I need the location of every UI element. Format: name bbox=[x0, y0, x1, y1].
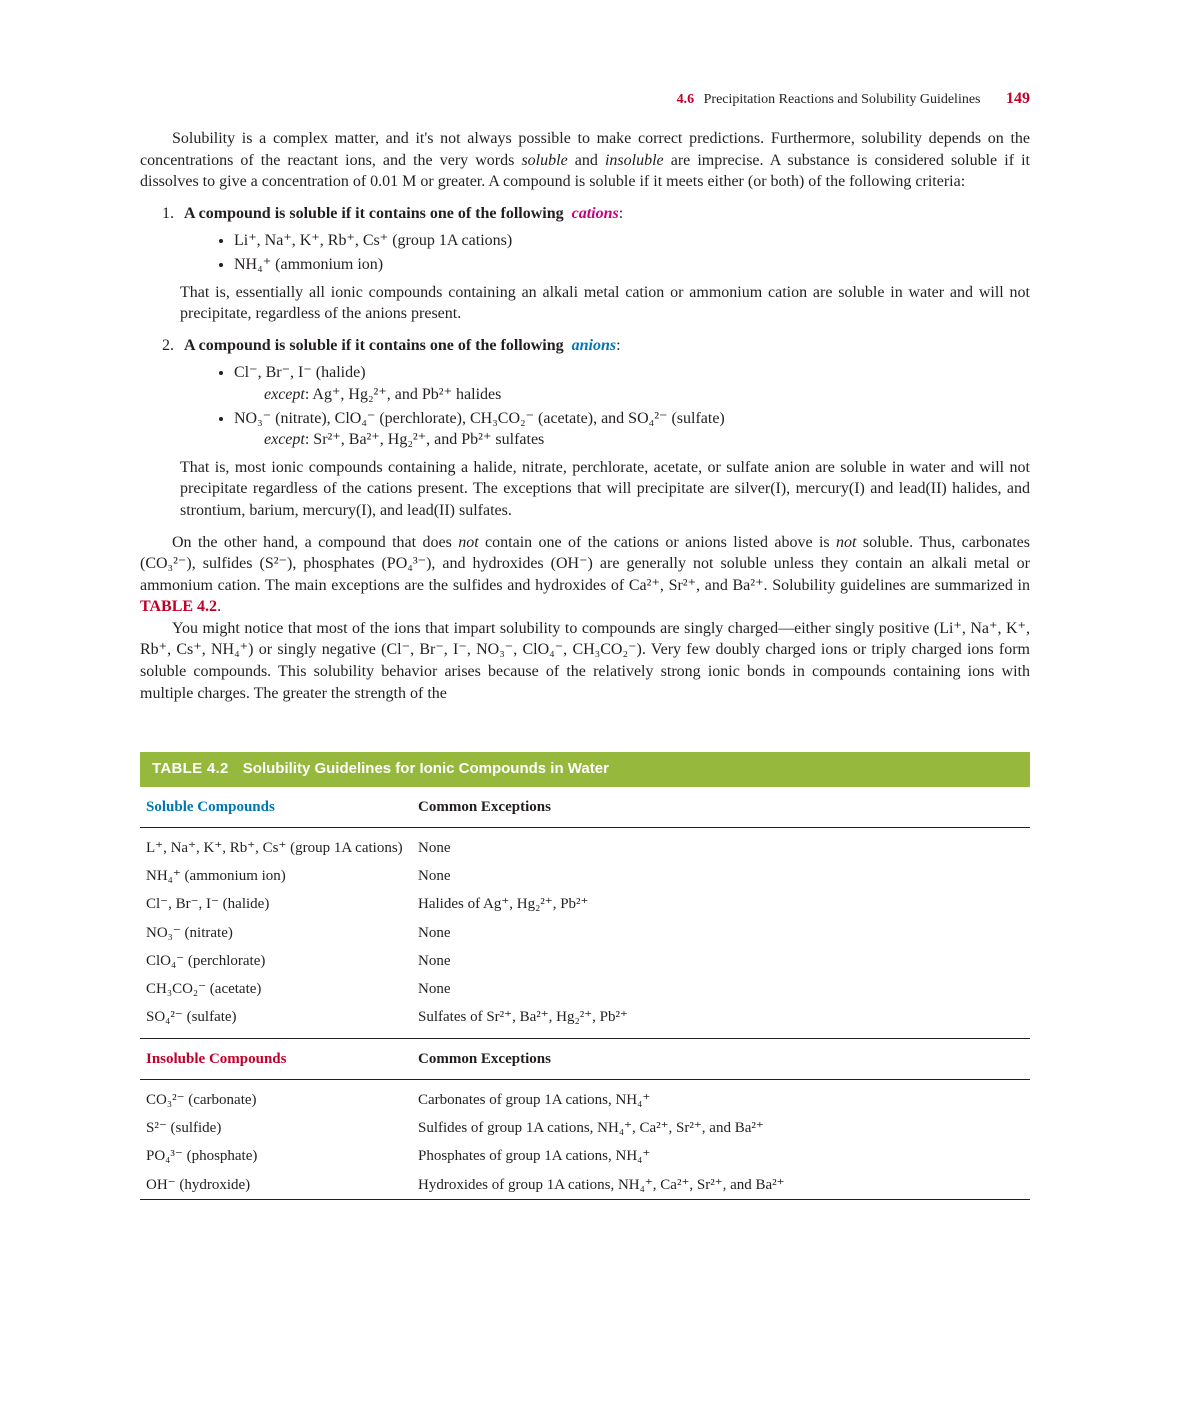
cell: Sulfates of Sr²⁺, Ba²⁺, Hg₂²⁺, Pb²⁺ bbox=[418, 1003, 1030, 1038]
cell: ClO₄⁻ (perchlorate) bbox=[140, 947, 418, 975]
page: 4.6 Precipitation Reactions and Solubili… bbox=[0, 0, 1200, 1423]
rule-2-explanation: That is, most ionic compounds containing… bbox=[180, 457, 1030, 522]
col-insoluble-compounds: Insoluble Compounds bbox=[140, 1038, 418, 1079]
list-number: 2. bbox=[162, 335, 180, 357]
except-label: except bbox=[264, 431, 305, 448]
paragraph-charge: You might notice that most of the ions t… bbox=[140, 618, 1030, 704]
rule-2-bullets: Cl⁻, Br⁻, I⁻ (halide) except: Ag⁺, Hg₂²⁺… bbox=[194, 362, 1030, 450]
table-reference: TABLE 4.2 bbox=[140, 598, 217, 615]
except-label: except bbox=[264, 386, 305, 403]
cell: NO₃⁻ (nitrate) bbox=[140, 919, 418, 947]
cations-keyword: cations bbox=[572, 205, 619, 222]
rule-1-lead: A compound is soluble if it contains one… bbox=[184, 205, 564, 222]
cell: Hydroxides of group 1A cations, NH₄⁺, Ca… bbox=[418, 1171, 1030, 1200]
text: contain one of the cations or anions lis… bbox=[479, 534, 836, 551]
text: and bbox=[568, 152, 605, 169]
cell: SO₄²⁻ (sulfate) bbox=[140, 1003, 418, 1038]
cell: Cl⁻, Br⁻, I⁻ (halide) bbox=[140, 890, 418, 918]
section-number: 4.6 bbox=[677, 92, 695, 107]
list-item: Cl⁻, Br⁻, I⁻ (halide) except: Ag⁺, Hg₂²⁺… bbox=[234, 362, 1030, 405]
cell: L⁺, Na⁺, K⁺, Rb⁺, Cs⁺ (group 1A cations) bbox=[140, 827, 418, 862]
table-row: NO₃⁻ (nitrate)None bbox=[140, 919, 1030, 947]
cell: None bbox=[418, 975, 1030, 1003]
text: : Sr²⁺, Ba²⁺, Hg₂²⁺, and Pb²⁺ sulfates bbox=[305, 431, 544, 448]
intro-paragraph: Solubility is a complex matter, and it's… bbox=[140, 128, 1030, 193]
not-word: not bbox=[836, 534, 856, 551]
table-row: SO₄²⁻ (sulfate)Sulfates of Sr²⁺, Ba²⁺, H… bbox=[140, 1003, 1030, 1038]
solubility-table: Soluble Compounds Common Exceptions L⁺, … bbox=[140, 787, 1030, 1200]
table-row: PO₄³⁻ (phosphate)Phosphates of group 1A … bbox=[140, 1142, 1030, 1170]
cell: OH⁻ (hydroxide) bbox=[140, 1171, 418, 1200]
rule-1-explanation: That is, essentially all ionic compounds… bbox=[180, 282, 1030, 325]
col-common-exceptions: Common Exceptions bbox=[418, 1038, 1030, 1079]
section-title: Precipitation Reactions and Solubility G… bbox=[704, 92, 981, 107]
cell: None bbox=[418, 947, 1030, 975]
text: On the other hand, a compound that does bbox=[172, 534, 458, 551]
table-row: Cl⁻, Br⁻, I⁻ (halide)Halides of Ag⁺, Hg₂… bbox=[140, 890, 1030, 918]
table-title-bar: TABLE 4.2 Solubility Guidelines for Ioni… bbox=[140, 752, 1030, 786]
exception-line: except: Ag⁺, Hg₂²⁺, and Pb²⁺ halides bbox=[264, 384, 1030, 406]
paragraph-insoluble: On the other hand, a compound that does … bbox=[140, 532, 1030, 618]
table-row: L⁺, Na⁺, K⁺, Rb⁺, Cs⁺ (group 1A cations)… bbox=[140, 827, 1030, 862]
cell: CO₃²⁻ (carbonate) bbox=[140, 1079, 418, 1114]
table-row: OH⁻ (hydroxide)Hydroxides of group 1A ca… bbox=[140, 1171, 1030, 1200]
list-item: NH₄⁺ (ammonium ion) bbox=[234, 254, 1030, 276]
text: : Ag⁺, Hg₂²⁺, and Pb²⁺ halides bbox=[305, 386, 502, 403]
text: Cl⁻, Br⁻, I⁻ (halide) bbox=[234, 364, 366, 381]
text: . bbox=[217, 598, 221, 615]
list-item: Li⁺, Na⁺, K⁺, Rb⁺, Cs⁺ (group 1A cations… bbox=[234, 230, 1030, 252]
cell: PO₄³⁻ (phosphate) bbox=[140, 1142, 418, 1170]
cell: Phosphates of group 1A cations, NH₄⁺ bbox=[418, 1142, 1030, 1170]
list-number: 1. bbox=[162, 203, 180, 225]
exception-line: except: Sr²⁺, Ba²⁺, Hg₂²⁺, and Pb²⁺ sulf… bbox=[264, 429, 1030, 451]
table-row: CH₃CO₂⁻ (acetate)None bbox=[140, 975, 1030, 1003]
table-header-row: Soluble Compounds Common Exceptions bbox=[140, 787, 1030, 828]
rule-2-lead: A compound is soluble if it contains one… bbox=[184, 337, 564, 354]
page-number: 149 bbox=[1006, 90, 1030, 107]
soluble-word: soluble bbox=[521, 152, 567, 169]
body-text: Solubility is a complex matter, and it's… bbox=[140, 128, 1030, 1200]
table-row: S²⁻ (sulfide)Sulfides of group 1A cation… bbox=[140, 1114, 1030, 1142]
not-word: not bbox=[458, 534, 478, 551]
cell: NH₄⁺ (ammonium ion) bbox=[140, 862, 418, 890]
cell: CH₃CO₂⁻ (acetate) bbox=[140, 975, 418, 1003]
table-title: Solubility Guidelines for Ionic Compound… bbox=[243, 760, 609, 777]
rule-2: 2. A compound is soluble if it contains … bbox=[162, 335, 1030, 357]
table-row: NH₄⁺ (ammonium ion)None bbox=[140, 862, 1030, 890]
table-header-row: Insoluble Compounds Common Exceptions bbox=[140, 1038, 1030, 1079]
table-4-2: TABLE 4.2 Solubility Guidelines for Ioni… bbox=[140, 752, 1030, 1200]
table-number: TABLE 4.2 bbox=[152, 760, 229, 777]
insoluble-word: insoluble bbox=[605, 152, 664, 169]
cell: Halides of Ag⁺, Hg₂²⁺, Pb²⁺ bbox=[418, 890, 1030, 918]
table-row: ClO₄⁻ (perchlorate)None bbox=[140, 947, 1030, 975]
rule-1: 1. A compound is soluble if it contains … bbox=[162, 203, 1030, 225]
cell: None bbox=[418, 862, 1030, 890]
list-item: NO₃⁻ (nitrate), ClO₄⁻ (perchlorate), CH₃… bbox=[234, 408, 1030, 451]
cell: S²⁻ (sulfide) bbox=[140, 1114, 418, 1142]
table-row: CO₃²⁻ (carbonate)Carbonates of group 1A … bbox=[140, 1079, 1030, 1114]
text: NO₃⁻ (nitrate), ClO₄⁻ (perchlorate), CH₃… bbox=[234, 410, 725, 427]
col-soluble-compounds: Soluble Compounds bbox=[140, 787, 418, 828]
col-common-exceptions: Common Exceptions bbox=[418, 787, 1030, 828]
cell: None bbox=[418, 919, 1030, 947]
cell: Sulfides of group 1A cations, NH₄⁺, Ca²⁺… bbox=[418, 1114, 1030, 1142]
cell: Carbonates of group 1A cations, NH₄⁺ bbox=[418, 1079, 1030, 1114]
cell: None bbox=[418, 827, 1030, 862]
anions-keyword: anions bbox=[572, 337, 616, 354]
rule-1-bullets: Li⁺, Na⁺, K⁺, Rb⁺, Cs⁺ (group 1A cations… bbox=[194, 230, 1030, 275]
running-head: 4.6 Precipitation Reactions and Solubili… bbox=[677, 88, 1030, 110]
